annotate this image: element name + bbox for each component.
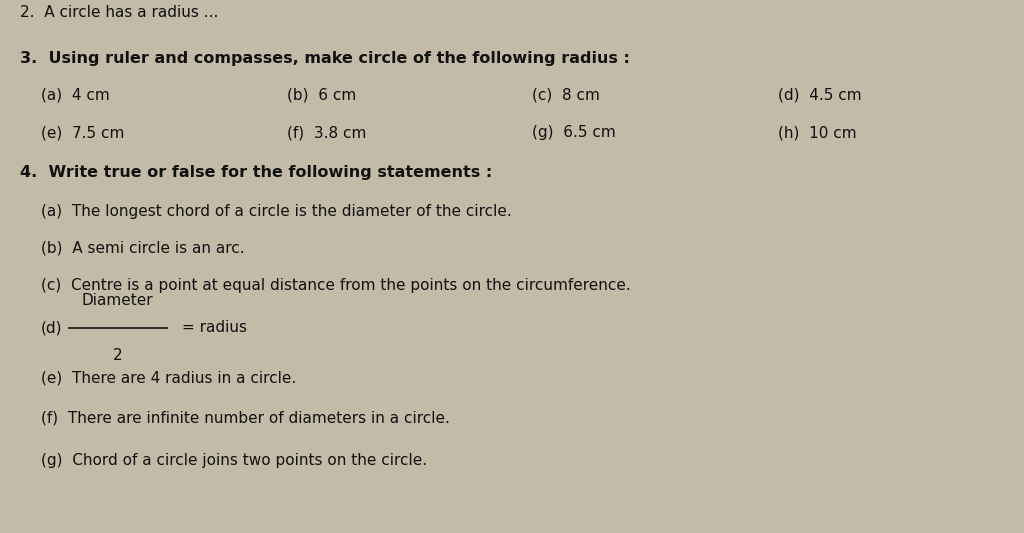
Text: 2.  A circle has a radius ...: 2. A circle has a radius ... [20,5,219,20]
Text: 3.  Using ruler and compasses, make circle of the following radius :: 3. Using ruler and compasses, make circl… [20,51,631,66]
Text: (c)  Centre is a point at equal distance from the points on the circumference.: (c) Centre is a point at equal distance … [41,278,631,293]
Text: (e)  7.5 cm: (e) 7.5 cm [41,125,124,140]
Text: (d)  4.5 cm: (d) 4.5 cm [778,88,862,103]
Text: = radius: = radius [182,320,247,335]
Text: (g)  6.5 cm: (g) 6.5 cm [532,125,616,140]
Text: (b)  6 cm: (b) 6 cm [287,88,356,103]
Text: (a)  The longest chord of a circle is the diameter of the circle.: (a) The longest chord of a circle is the… [41,204,512,219]
Text: 4.  Write true or false for the following statements :: 4. Write true or false for the following… [20,165,493,180]
Text: (f)  3.8 cm: (f) 3.8 cm [287,125,367,140]
Text: (c)  8 cm: (c) 8 cm [532,88,600,103]
Text: (e)  There are 4 radius in a circle.: (e) There are 4 radius in a circle. [41,370,296,385]
Text: (d): (d) [41,320,62,335]
Text: (f)  There are infinite number of diameters in a circle.: (f) There are infinite number of diamete… [41,410,450,425]
Text: (h)  10 cm: (h) 10 cm [778,125,857,140]
Text: (a)  4 cm: (a) 4 cm [41,88,110,103]
Text: (b)  A semi circle is an arc.: (b) A semi circle is an arc. [41,241,245,256]
Text: 2: 2 [113,348,123,363]
Text: (g)  Chord of a circle joins two points on the circle.: (g) Chord of a circle joins two points o… [41,453,427,468]
Text: Diameter: Diameter [82,293,154,308]
